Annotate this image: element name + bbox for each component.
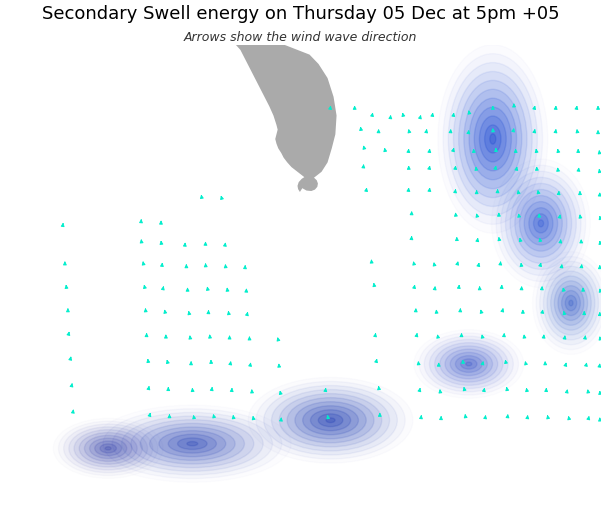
Ellipse shape xyxy=(569,300,573,306)
Ellipse shape xyxy=(168,434,216,453)
Ellipse shape xyxy=(534,214,548,233)
Ellipse shape xyxy=(90,438,127,458)
Ellipse shape xyxy=(510,183,572,263)
Text: Secondary Swell energy on Thursday 05 Dec at 5pm +05: Secondary Swell energy on Thursday 05 De… xyxy=(41,5,560,23)
Ellipse shape xyxy=(558,286,584,320)
Ellipse shape xyxy=(440,346,498,382)
Ellipse shape xyxy=(435,343,503,386)
Ellipse shape xyxy=(84,435,132,462)
Ellipse shape xyxy=(131,420,254,468)
Ellipse shape xyxy=(529,208,553,239)
Ellipse shape xyxy=(295,402,366,439)
Ellipse shape xyxy=(319,414,343,427)
Ellipse shape xyxy=(287,398,374,443)
Ellipse shape xyxy=(505,177,576,269)
Ellipse shape xyxy=(484,125,501,153)
Ellipse shape xyxy=(565,296,577,311)
Ellipse shape xyxy=(74,430,142,467)
Ellipse shape xyxy=(140,424,245,464)
Ellipse shape xyxy=(490,134,496,144)
Ellipse shape xyxy=(121,416,263,471)
Ellipse shape xyxy=(561,290,581,316)
Ellipse shape xyxy=(454,71,532,207)
Ellipse shape xyxy=(538,220,544,227)
Ellipse shape xyxy=(177,438,207,449)
Ellipse shape xyxy=(326,418,335,423)
Ellipse shape xyxy=(464,89,522,189)
Ellipse shape xyxy=(105,447,111,450)
Ellipse shape xyxy=(79,433,137,464)
Ellipse shape xyxy=(515,190,567,257)
Ellipse shape xyxy=(159,431,226,457)
Ellipse shape xyxy=(480,116,506,162)
Ellipse shape xyxy=(469,98,517,180)
Text: Arrows show the wind wave direction: Arrows show the wind wave direction xyxy=(184,31,417,44)
Ellipse shape xyxy=(272,390,389,451)
Polygon shape xyxy=(230,41,337,181)
Ellipse shape xyxy=(311,410,350,431)
Ellipse shape xyxy=(474,107,511,171)
Ellipse shape xyxy=(466,362,472,366)
Ellipse shape xyxy=(547,271,595,335)
Ellipse shape xyxy=(460,359,477,369)
Ellipse shape xyxy=(445,349,493,379)
Ellipse shape xyxy=(519,195,563,251)
Ellipse shape xyxy=(524,201,558,245)
Polygon shape xyxy=(297,176,318,192)
Ellipse shape xyxy=(554,281,588,325)
Ellipse shape xyxy=(187,442,198,446)
Ellipse shape xyxy=(303,406,358,435)
Ellipse shape xyxy=(95,441,121,456)
Ellipse shape xyxy=(551,276,591,330)
Ellipse shape xyxy=(459,80,527,197)
Ellipse shape xyxy=(150,427,235,461)
Ellipse shape xyxy=(279,394,382,447)
Ellipse shape xyxy=(456,356,482,372)
Ellipse shape xyxy=(100,444,117,453)
Ellipse shape xyxy=(450,353,487,376)
